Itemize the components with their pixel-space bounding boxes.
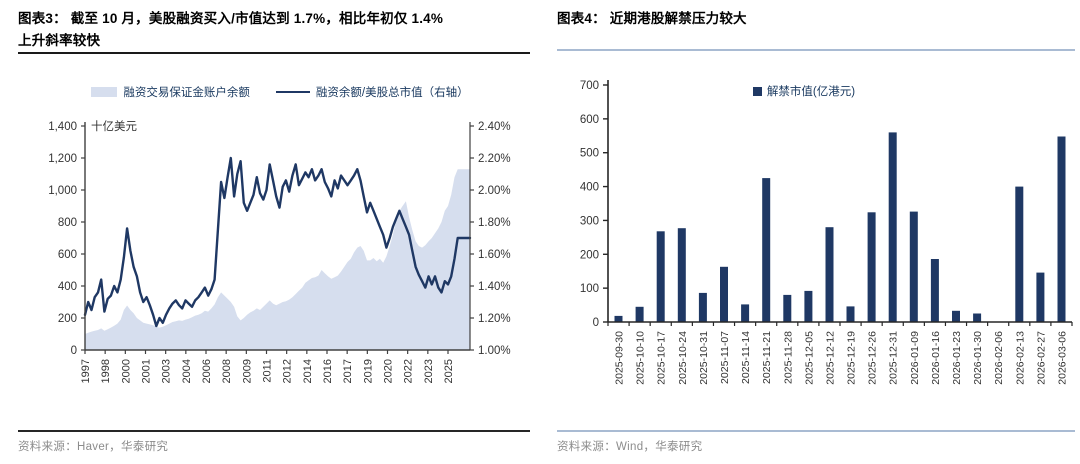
svg-text:700: 700 — [580, 80, 599, 92]
svg-text:1997: 1997 — [80, 359, 92, 383]
svg-text:2025-12-05: 2025-12-05 — [803, 331, 815, 385]
svg-text:2012: 2012 — [282, 359, 294, 383]
svg-text:2025-12-26: 2025-12-26 — [867, 331, 879, 385]
svg-text:2025-12-19: 2025-12-19 — [846, 331, 858, 385]
svg-text:2019: 2019 — [362, 359, 374, 383]
svg-text:2025-10-17: 2025-10-17 — [656, 331, 668, 385]
svg-text:600: 600 — [580, 114, 599, 126]
svg-text:2000: 2000 — [120, 359, 132, 383]
svg-text:1.80%: 1.80% — [478, 217, 511, 229]
svg-text:2023: 2023 — [423, 359, 435, 383]
svg-text:400: 400 — [58, 281, 77, 293]
svg-text:0: 0 — [71, 345, 77, 357]
svg-text:2025-10-10: 2025-10-10 — [635, 331, 647, 385]
svg-text:2.40%: 2.40% — [478, 121, 511, 133]
svg-text:1.00%: 1.00% — [478, 345, 511, 357]
lockup-value-bar-chart: 0 100 200 300 400 500 600 700 2025-09-30 2025-10-… — [580, 80, 1073, 385]
svg-text:300: 300 — [580, 215, 599, 227]
svg-text:1,200: 1,200 — [48, 153, 77, 165]
legend-item-ratio: 融资余额/美股总市值（右轴） — [275, 84, 469, 100]
svg-text:2026-02-27: 2026-02-27 — [1035, 331, 1047, 385]
svg-text:2026-01-09: 2026-01-09 — [909, 331, 921, 385]
left-chart-title-line2: 上升斜率较快 — [18, 33, 101, 48]
legend-item-margin-balance: 融资交易保证金账户余额 — [91, 84, 250, 100]
svg-text:2011: 2011 — [262, 359, 274, 383]
svg-text:1.60%: 1.60% — [478, 249, 511, 261]
svg-text:2004: 2004 — [181, 359, 193, 383]
area-swatch-icon — [91, 87, 118, 97]
svg-text:1,400: 1,400 — [48, 121, 77, 133]
svg-text:2025-10-31: 2025-10-31 — [698, 331, 710, 385]
svg-text:1.20%: 1.20% — [478, 313, 511, 325]
legend-label-lockup: 解禁市值(亿港元) — [766, 86, 856, 98]
svg-text:2026-01-30: 2026-01-30 — [972, 331, 984, 385]
svg-text:2025: 2025 — [443, 359, 455, 383]
svg-text:1.40%: 1.40% — [478, 281, 511, 293]
svg-text:800: 800 — [58, 217, 77, 229]
svg-text:2025-11-28: 2025-11-28 — [782, 331, 794, 384]
bar-swatch-icon — [752, 86, 762, 96]
svg-text:2026-01-23: 2026-01-23 — [951, 331, 963, 385]
svg-text:200: 200 — [58, 313, 77, 325]
right-chart-title: 图表4： 近期港股解禁压力较大 — [557, 11, 747, 26]
svg-text:2025-11-21: 2025-11-21 — [761, 331, 773, 384]
left-title-underline — [18, 52, 530, 54]
svg-text:2020: 2020 — [383, 359, 395, 383]
svg-text:2016: 2016 — [322, 359, 334, 383]
left-chart-title: 图表3： 截至 10 月，美股融资买入/市值达到 1.7%，相比年初仅 1.4%… — [18, 8, 526, 52]
svg-text:2025-12-12: 2025-12-12 — [824, 331, 836, 385]
right-chart-legend: 解禁市值(亿港元) — [572, 83, 1036, 99]
svg-text:2.00%: 2.00% — [478, 185, 511, 197]
svg-text:2025-09-30: 2025-09-30 — [614, 331, 626, 385]
svg-text:2026-02-06: 2026-02-06 — [993, 331, 1005, 385]
svg-text:十亿美元: 十亿美元 — [91, 119, 137, 133]
svg-text:400: 400 — [580, 182, 599, 194]
svg-text:2022: 2022 — [403, 359, 415, 383]
svg-text:2025-11-14: 2025-11-14 — [740, 331, 752, 384]
right-source-text: 资料来源：Wind，华泰研究 — [557, 441, 703, 453]
svg-text:2014: 2014 — [302, 359, 314, 383]
svg-text:200: 200 — [580, 249, 599, 261]
svg-text:500: 500 — [580, 148, 599, 160]
svg-text:100: 100 — [580, 283, 599, 295]
left-chart-legend: 融资交易保证金账户余额 融资余额/美股总市值（右轴） — [55, 84, 505, 100]
svg-text:2008: 2008 — [221, 359, 233, 383]
svg-text:600: 600 — [58, 249, 77, 261]
svg-text:2003: 2003 — [161, 359, 173, 383]
svg-text:1,000: 1,000 — [48, 185, 77, 197]
svg-text:2026-02-13: 2026-02-13 — [1014, 331, 1026, 385]
legend-label-ratio: 融资余额/美股总市值（右轴） — [315, 87, 469, 99]
svg-text:2026-03-06: 2026-03-06 — [1056, 331, 1068, 385]
svg-text:1998: 1998 — [100, 359, 112, 383]
right-source-rule — [557, 430, 1075, 432]
left-chart-title-line1: 图表3： 截至 10 月，美股融资买入/市值达到 1.7%，相比年初仅 1.4% — [18, 11, 444, 26]
svg-text:2026-01-16: 2026-01-16 — [930, 331, 942, 385]
svg-text:2017: 2017 — [342, 359, 354, 383]
svg-text:2025-10-24: 2025-10-24 — [677, 331, 689, 385]
legend-label-margin-balance: 融资交易保证金账户余额 — [123, 87, 250, 99]
right-title-underline — [557, 49, 1075, 51]
svg-text:2025-11-07: 2025-11-07 — [719, 331, 731, 384]
svg-text:2009: 2009 — [241, 359, 253, 383]
left-source-rule — [18, 430, 530, 432]
margin-balance-ratio-chart: 0 200 400 600 800 1,000 1,200 1,400 十亿美元 1.00% 1.2… — [48, 119, 511, 383]
legend-item-lockup: 解禁市值(亿港元) — [752, 83, 856, 99]
svg-text:2.20%: 2.20% — [478, 153, 511, 165]
svg-text:2025-12-31: 2025-12-31 — [888, 331, 900, 385]
svg-text:2001: 2001 — [141, 359, 153, 383]
svg-text:2006: 2006 — [201, 359, 213, 383]
svg-text:0: 0 — [593, 317, 599, 329]
left-source-text: 资料来源：Haver，华泰研究 — [18, 441, 169, 453]
line-swatch-icon — [275, 91, 310, 93]
